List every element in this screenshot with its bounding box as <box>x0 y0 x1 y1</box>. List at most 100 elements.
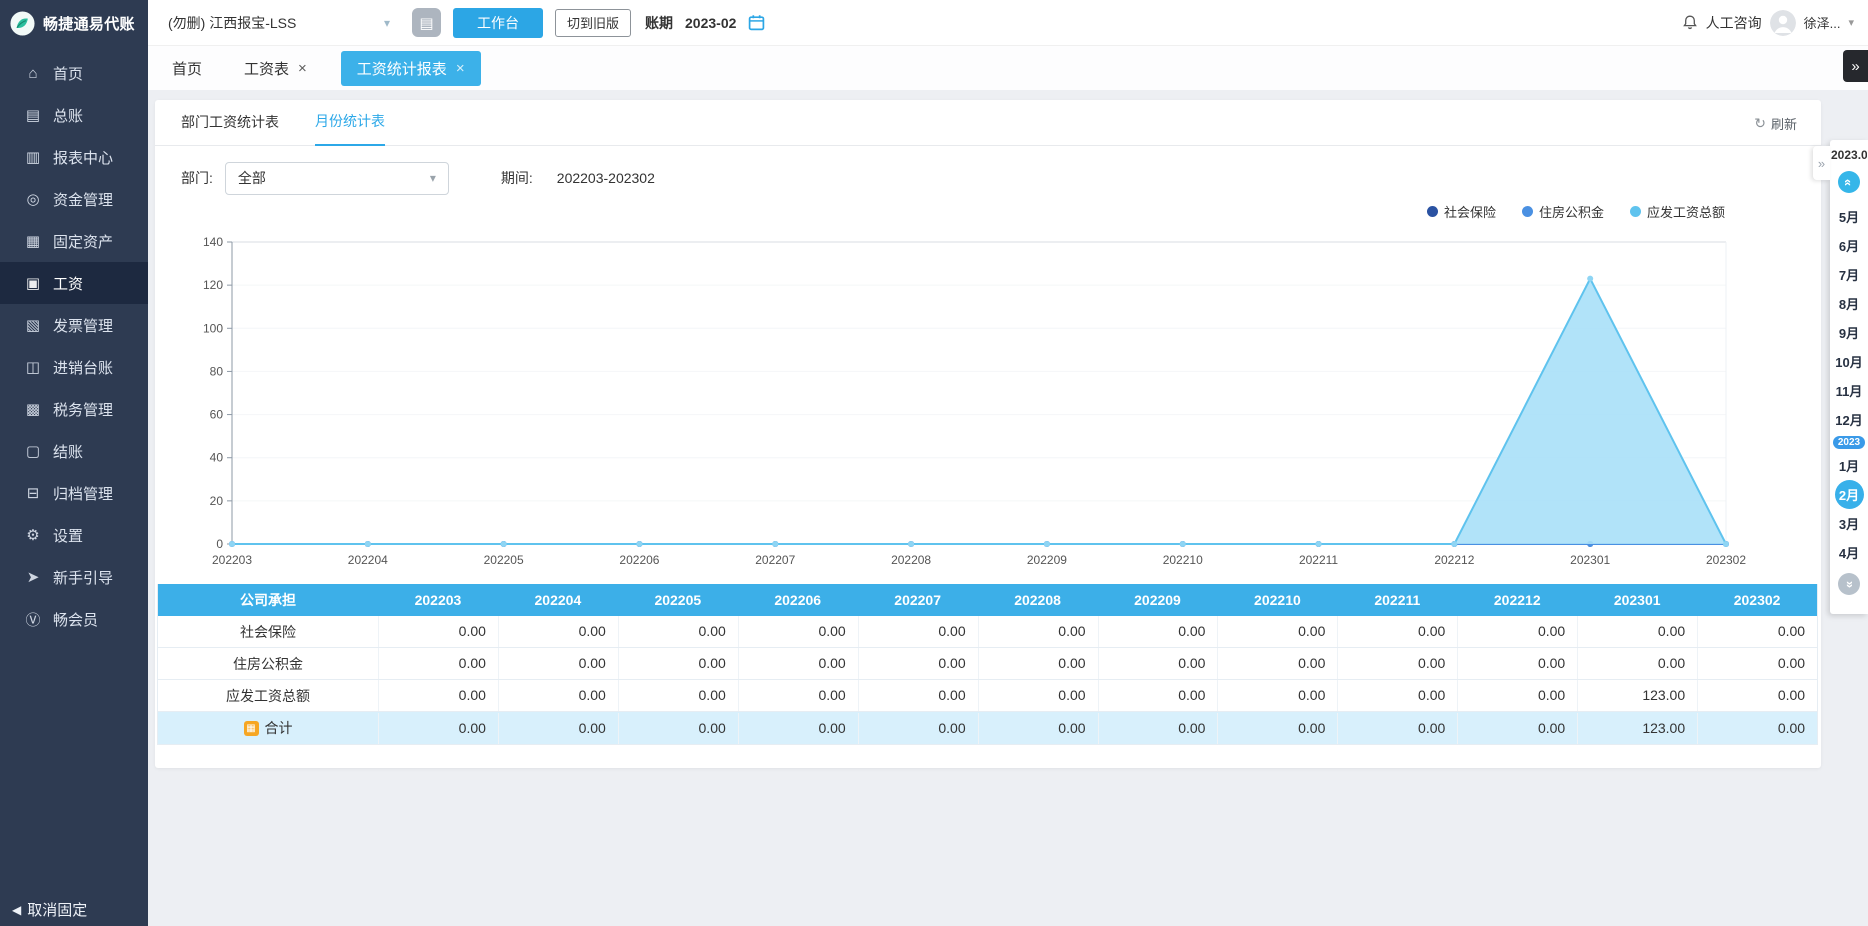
legend-dot-icon <box>1521 205 1533 217</box>
month-3月[interactable]: 3月 <box>1838 517 1860 532</box>
sidebar-item-closing[interactable]: ▢ 结账 <box>0 430 148 472</box>
tab-2[interactable]: 工资统计报表 × <box>340 50 481 86</box>
month-4月[interactable]: 4月 <box>1838 546 1860 561</box>
month-2月[interactable]: 2月 <box>1834 480 1864 509</box>
filter-row: 部门: 全部 ▾ 期间: 202203-202302 <box>155 146 1821 202</box>
sidebar-item-salary[interactable]: ▣ 工资 <box>0 262 148 304</box>
sidebar-item-settings[interactable]: ⚙ 设置 <box>0 514 148 556</box>
svg-text:0: 0 <box>216 537 223 551</box>
consult-link[interactable]: 人工咨询 <box>1705 14 1762 31</box>
subtab-1[interactable]: 月份统计表 <box>315 111 385 146</box>
table-header-cell: 202208 <box>1014 592 1061 608</box>
month-1月[interactable]: 1月 <box>1838 459 1860 474</box>
table-row: 住房公积金 0.00 0.00 0.00 0.00 0.00 0.00 0.00 0.00 0.0… <box>158 648 1817 680</box>
tab-label: 工资表 <box>244 60 290 78</box>
period-filter: 期间: 202203-202302 <box>501 168 655 188</box>
tab-close-icon[interactable]: × <box>455 59 465 77</box>
month-5月[interactable]: 5月 <box>1838 210 1860 225</box>
month-9月[interactable]: 9月 <box>1838 326 1860 341</box>
month-12月[interactable]: 12月 <box>1835 413 1863 428</box>
calendar-icon[interactable] <box>748 14 765 31</box>
member-icon: Ⓥ <box>25 611 41 629</box>
tab-label: 工资统计报表 <box>356 60 447 78</box>
legend-item-2[interactable]: 应发工资总额 <box>1629 202 1725 221</box>
month-7月[interactable]: 7月 <box>1838 268 1860 283</box>
svg-text:202212: 202212 <box>1434 553 1474 567</box>
table-cell: 0.00 <box>1697 616 1817 647</box>
sidebar-item-label: 发票管理 <box>53 317 114 335</box>
scroll-down-icon[interactable]: « <box>1838 573 1860 595</box>
company-name: (勿删) 江西报宝-LSS <box>168 14 297 31</box>
sidebar-item-fixed-assets[interactable]: ▦ 固定资产 <box>0 220 148 262</box>
table-cell: 0.00 <box>1337 648 1457 679</box>
sidebar-item-invoice[interactable]: ▧ 发票管理 <box>0 304 148 346</box>
subtab-0[interactable]: 部门工资统计表 <box>181 114 279 130</box>
tab-0[interactable]: 首页 <box>164 51 210 86</box>
sidebar-item-archive[interactable]: ⊟ 归档管理 <box>0 472 148 514</box>
refresh-button[interactable]: ↻ 刷新 <box>1754 114 1797 133</box>
dept-select[interactable]: 全部 ▾ <box>224 161 449 195</box>
sidebar-item-label: 新手引导 <box>53 569 114 587</box>
unpin-label: 取消固定 <box>27 902 88 919</box>
sidebar-item-label: 进销台账 <box>53 359 114 377</box>
sidebar-item-member[interactable]: Ⓥ 畅会员 <box>0 598 148 640</box>
year-badge: 2023 <box>1832 436 1866 449</box>
table-cell: 0.00 <box>737 648 858 679</box>
month-10月[interactable]: 10月 <box>1835 355 1863 370</box>
month-panel-expander[interactable]: » <box>1813 146 1830 180</box>
sidebar-item-report-center[interactable]: ▥ 报表中心 <box>0 136 148 178</box>
period-filter-value[interactable]: 202203-202302 <box>556 170 655 186</box>
sidebar-item-beginner-guide[interactable]: ➤ 新手引导 <box>0 556 148 598</box>
table-row: 应发工资总额 0.00 0.00 0.00 0.00 0.00 0.00 0.00 0.00 0.… <box>158 680 1817 712</box>
scroll-up-icon[interactable]: « <box>1838 171 1860 193</box>
month-6月[interactable]: 6月 <box>1838 239 1860 254</box>
svg-text:80: 80 <box>210 364 224 378</box>
sidebar-item-funds[interactable]: ◎ 资金管理 <box>0 178 148 220</box>
sidebar-item-label: 总账 <box>53 107 84 125</box>
table-cell: 0.00 <box>1697 648 1817 679</box>
bell-icon[interactable] <box>1682 14 1698 31</box>
table-cell: 0.00 <box>1097 680 1218 711</box>
table-cell: 0.00 <box>1697 680 1817 711</box>
tab-list: 首页 工资表 × 工资统计报表 × <box>164 50 481 86</box>
sidebar-item-tax[interactable]: ▩ 税务管理 <box>0 388 148 430</box>
sidebar-item-label: 资金管理 <box>53 191 114 209</box>
svg-text:202210: 202210 <box>1163 553 1203 567</box>
legend-label: 应发工资总额 <box>1646 204 1725 220</box>
switch-old-version-button[interactable]: 切到旧版 <box>555 8 632 37</box>
workbench-button[interactable]: 工作台 <box>453 7 543 38</box>
legend-item-0[interactable]: 社会保险 <box>1426 202 1496 221</box>
salary-report-panel: 部门工资统计表 月份统计表 ↻ 刷新 部门: 全部 ▾ 期间: 202203-20… <box>155 100 1821 768</box>
period-value[interactable]: 2023-02 <box>685 14 737 31</box>
chart-container: 0 20 40 60 80 100 120 140 202203 202204 202205 2022… <box>155 220 1821 580</box>
chevron-down-icon[interactable]: ▾ <box>1848 17 1854 29</box>
sidebar-item-general-ledger[interactable]: ▤ 总账 <box>0 94 148 136</box>
table-cell: 123.00 <box>1577 712 1697 744</box>
month-11月[interactable]: 11月 <box>1835 384 1863 399</box>
table-header-cell: 202209 <box>1134 592 1181 608</box>
chevron-down-icon: ▾ <box>383 15 390 30</box>
unpin-toggle[interactable]: ◀ 取消固定 <box>12 899 87 920</box>
tab-close-icon[interactable]: × <box>298 59 307 77</box>
table-cell: 0.00 <box>857 680 978 711</box>
brand-name: 畅捷通易代账 <box>43 15 135 33</box>
memo-icon[interactable]: ▤ <box>412 8 441 37</box>
table-cell: 0.00 <box>497 616 618 647</box>
table-header-cell: 202204 <box>534 592 582 608</box>
sidebar-item-home[interactable]: ⌂ 首页 <box>0 52 148 94</box>
table-cell: 0.00 <box>617 648 738 679</box>
username[interactable]: 徐泽... <box>1803 16 1841 31</box>
table-cell: 0.00 <box>977 648 1098 679</box>
table-cell: 0.00 <box>497 648 618 679</box>
month-8月[interactable]: 8月 <box>1838 297 1860 312</box>
avatar[interactable] <box>1769 9 1796 36</box>
sidebar-item-purchase-sales-ledger[interactable]: ◫ 进销台账 <box>0 346 148 388</box>
brand-logo-icon <box>9 10 36 37</box>
table-header-cell: 202210 <box>1254 592 1301 608</box>
company-select[interactable]: (勿删) 江西报宝-LSS ▾ <box>162 8 400 38</box>
tab-1[interactable]: 工资表 × <box>236 51 315 86</box>
right-drawer-toggle[interactable]: » <box>1843 50 1868 82</box>
table-header-cell: 202205 <box>654 592 702 608</box>
table-cell: 0.00 <box>1457 648 1577 679</box>
legend-item-1[interactable]: 住房公积金 <box>1521 202 1604 221</box>
